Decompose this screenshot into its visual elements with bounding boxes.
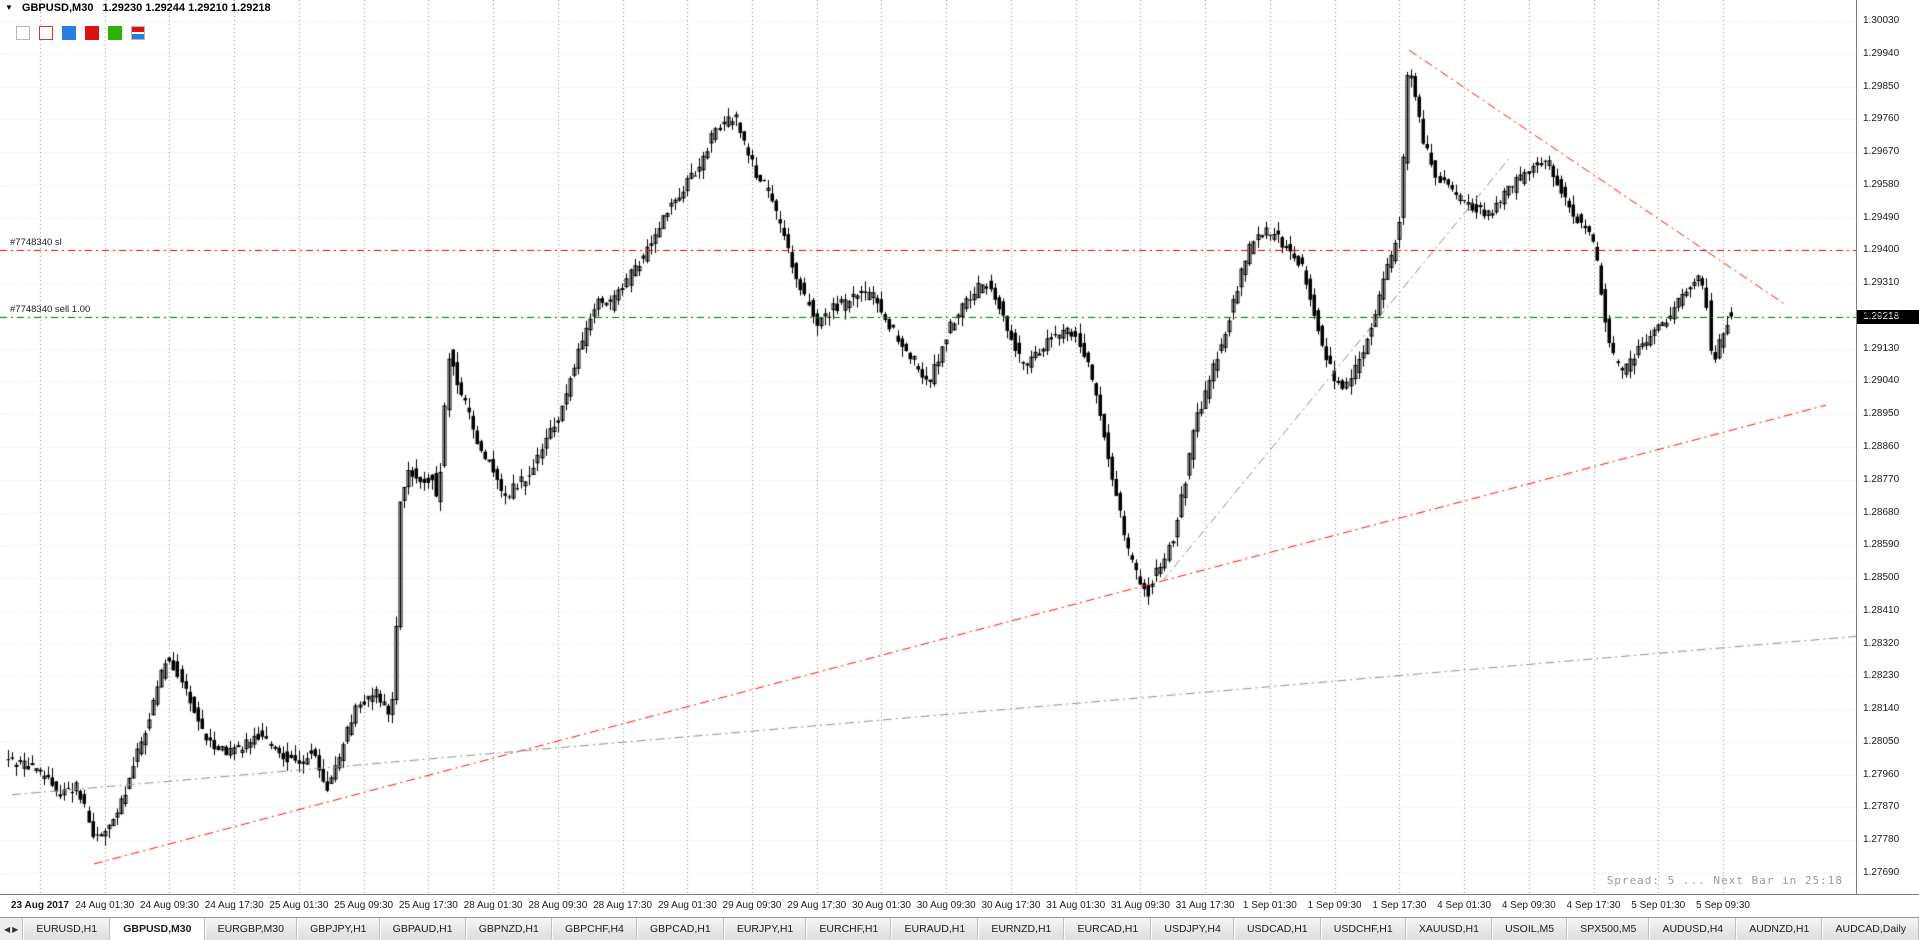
color-button-red-outline[interactable] xyxy=(39,26,53,40)
time-axis-label: 30 Aug 17:30 xyxy=(981,900,1041,911)
price-axis-label: 1.28860 xyxy=(1863,441,1900,452)
time-axis-label: 1 Sep 09:30 xyxy=(1307,900,1362,911)
time-axis-label: 28 Aug 09:30 xyxy=(528,900,588,911)
price-axis-label: 1.28230 xyxy=(1863,670,1900,682)
time-axis-label: 29 Aug 09:30 xyxy=(722,900,782,911)
price-axis-label: 1.29310 xyxy=(1863,277,1900,289)
tab-scroll-left-icon[interactable]: ◀ xyxy=(4,924,11,934)
chart-tab-usoil[interactable]: USOIL,M5 xyxy=(1492,918,1568,940)
time-axis[interactable]: 23 Aug 2017 24 Aug 01:30 24 Aug 09:30 24 Au… xyxy=(0,894,1919,918)
price-axis-label: 1.30030 xyxy=(1863,15,1900,26)
chart-tab-usdcad[interactable]: USDCAD,H1 xyxy=(1233,918,1321,940)
time-axis-label: 31 Aug 01:30 xyxy=(1046,900,1106,911)
color-button-blue[interactable] xyxy=(62,26,76,40)
time-axis-label: 5 Sep 01:30 xyxy=(1631,900,1686,911)
price-axis-label: 1.29940 xyxy=(1863,47,1900,59)
chart-tab-eurnzd[interactable]: EURNZD,H1 xyxy=(978,918,1065,940)
price-axis-label: 1.27960 xyxy=(1863,768,1900,780)
price-axis-label: 1.28320 xyxy=(1863,637,1900,649)
chart-tab-eurgbp[interactable]: EURGBP,M30 xyxy=(204,918,298,940)
time-axis-label: 29 Aug 17:30 xyxy=(787,900,847,911)
time-axis-label: 29 Aug 01:30 xyxy=(657,900,717,911)
spread-countdown-text: Spread: 5 ... Next Bar in 25:18 xyxy=(1606,874,1843,887)
price-axis-label: 1.29400 xyxy=(1863,244,1900,256)
color-button-green[interactable] xyxy=(108,26,122,40)
time-axis-label: 31 Aug 09:30 xyxy=(1110,900,1170,911)
chart-tab-gbpusd[interactable]: GBPUSD,M30 xyxy=(110,918,205,940)
time-axis-label: 30 Aug 01:30 xyxy=(852,900,911,911)
time-axis-label: 31 Aug 17:30 xyxy=(1175,900,1235,911)
symbol-period-label: GBPUSD,M30 xyxy=(21,2,94,14)
price-axis-label: 1.29040 xyxy=(1863,375,1900,387)
time-axis-label: 28 Aug 01:30 xyxy=(463,900,523,911)
price-axis-label: 1.27690 xyxy=(1863,867,1900,879)
time-axis-label: 28 Aug 17:30 xyxy=(593,900,653,911)
chart-tab-eurusd[interactable]: EURUSD,H1 xyxy=(23,918,111,940)
price-axis-label: 1.29760 xyxy=(1863,113,1900,125)
chart-tab-gbpchf[interactable]: GBPCHF,H4 xyxy=(551,918,637,940)
price-axis-label: 1.29850 xyxy=(1863,80,1900,92)
chart-canvas[interactable] xyxy=(0,0,1856,893)
color-buttons-toolbar xyxy=(16,26,145,40)
time-axis-label: 30 Aug 09:30 xyxy=(916,900,976,911)
time-axis-label: 23 Aug 2017 xyxy=(11,900,69,911)
price-axis-label: 1.28680 xyxy=(1863,506,1900,518)
time-axis-label: 4 Sep 01:30 xyxy=(1437,900,1492,911)
price-axis-label: 1.29130 xyxy=(1863,342,1900,354)
price-axis-label: 1.28050 xyxy=(1863,735,1900,747)
chart-tab-audnzd[interactable]: AUDNZD,H1 xyxy=(1736,918,1823,940)
price-axis-label: 1.28950 xyxy=(1863,408,1900,420)
chart-dropdown-icon[interactable]: ▼ xyxy=(5,3,13,12)
price-axis-label: 1.27870 xyxy=(1863,801,1900,813)
color-button-white[interactable] xyxy=(16,26,30,40)
price-axis-label: 1.28500 xyxy=(1863,572,1900,584)
time-axis-label: 25 Aug 17:30 xyxy=(398,900,458,911)
chart-tab-eurcad[interactable]: EURCAD,H1 xyxy=(1064,918,1152,940)
chart-tab-xauusd[interactable]: XAUUSD,H1 xyxy=(1405,918,1493,940)
time-axis-label: 4 Sep 17:30 xyxy=(1566,900,1621,911)
current-price-badge: 1.29218 xyxy=(1857,309,1919,324)
price-axis-label: 1.28770 xyxy=(1863,473,1900,485)
time-axis-label: 1 Sep 01:30 xyxy=(1242,900,1297,911)
time-axis-label: 24 Aug 17:30 xyxy=(204,900,264,911)
chart-tab-gbpcad[interactable]: GBPCAD,H1 xyxy=(636,918,724,940)
time-axis-label: 25 Aug 09:30 xyxy=(334,900,394,911)
price-axis-label: 1.28590 xyxy=(1863,539,1900,551)
time-axis-label: 25 Aug 01:30 xyxy=(269,900,329,911)
chart-tab-eurjpy[interactable]: EURJPY,H1 xyxy=(723,918,807,940)
price-axis-label: 1.29220 xyxy=(1863,309,1900,321)
chart-tab-audusd[interactable]: AUDUSD,H4 xyxy=(1649,918,1737,940)
price-axis-label: 1.29580 xyxy=(1863,178,1900,190)
chart-tab-bar: ◀ ▶ EURUSD,H1 GBPUSD,M30 EURGBP,M30 GBPJPY,… xyxy=(0,917,1919,940)
order-line-label[interactable]: #7748340 sl xyxy=(10,237,62,249)
price-axis-label: 1.29670 xyxy=(1863,146,1900,158)
price-axis-label: 1.27780 xyxy=(1863,834,1900,846)
time-axis-label: 24 Aug 01:30 xyxy=(75,900,135,911)
chart-tab-usdjpy[interactable]: USDJPY,H4 xyxy=(1151,918,1234,940)
price-axis-label: 1.28410 xyxy=(1863,604,1900,616)
time-axis-label: 5 Sep 09:30 xyxy=(1696,900,1750,911)
price-axis-label: 1.29490 xyxy=(1863,211,1900,223)
chart-tab-eurchf[interactable]: EURCHF,H1 xyxy=(806,918,892,940)
price-axis[interactable]: 1.29218 1.30030 1.29940 1.29850 1.29760 1.29… xyxy=(1856,0,1919,894)
time-axis-label: 1 Sep 17:30 xyxy=(1372,900,1427,911)
chart-tab-euraud[interactable]: EURAUD,H1 xyxy=(891,918,979,940)
chart-tab-audcad[interactable]: AUDCAD,Daily xyxy=(1822,918,1919,940)
tab-scroll-right-icon[interactable]: ▶ xyxy=(12,924,19,934)
tab-scroll-arrows[interactable]: ◀ ▶ xyxy=(0,918,24,940)
price-axis-label: 1.28140 xyxy=(1863,703,1900,715)
chart-tab-usdchf[interactable]: USDCHF,H1 xyxy=(1320,918,1406,940)
chart-title: ▼ GBPUSD,M30 1.29230 1.29244 1.29210 1.2… xyxy=(5,2,271,14)
color-button-red[interactable] xyxy=(85,26,99,40)
time-axis-label: 4 Sep 09:30 xyxy=(1501,900,1556,911)
chart-tab-spx500[interactable]: SPX500,M5 xyxy=(1567,918,1650,940)
ohlc-values: 1.29230 1.29244 1.29210 1.29218 xyxy=(102,2,271,14)
chart-tab-gbpjpy[interactable]: GBPJPY,H1 xyxy=(297,918,380,940)
chart-tab-gbpaud[interactable]: GBPAUD,H1 xyxy=(379,918,466,940)
color-button-red-white-blue[interactable] xyxy=(131,26,145,40)
time-axis-label: 24 Aug 09:30 xyxy=(139,900,199,911)
order-line-label[interactable]: #7748340 sell 1.00 xyxy=(10,303,91,315)
chart-tab-gbpnzd[interactable]: GBPNZD,H1 xyxy=(465,918,552,940)
